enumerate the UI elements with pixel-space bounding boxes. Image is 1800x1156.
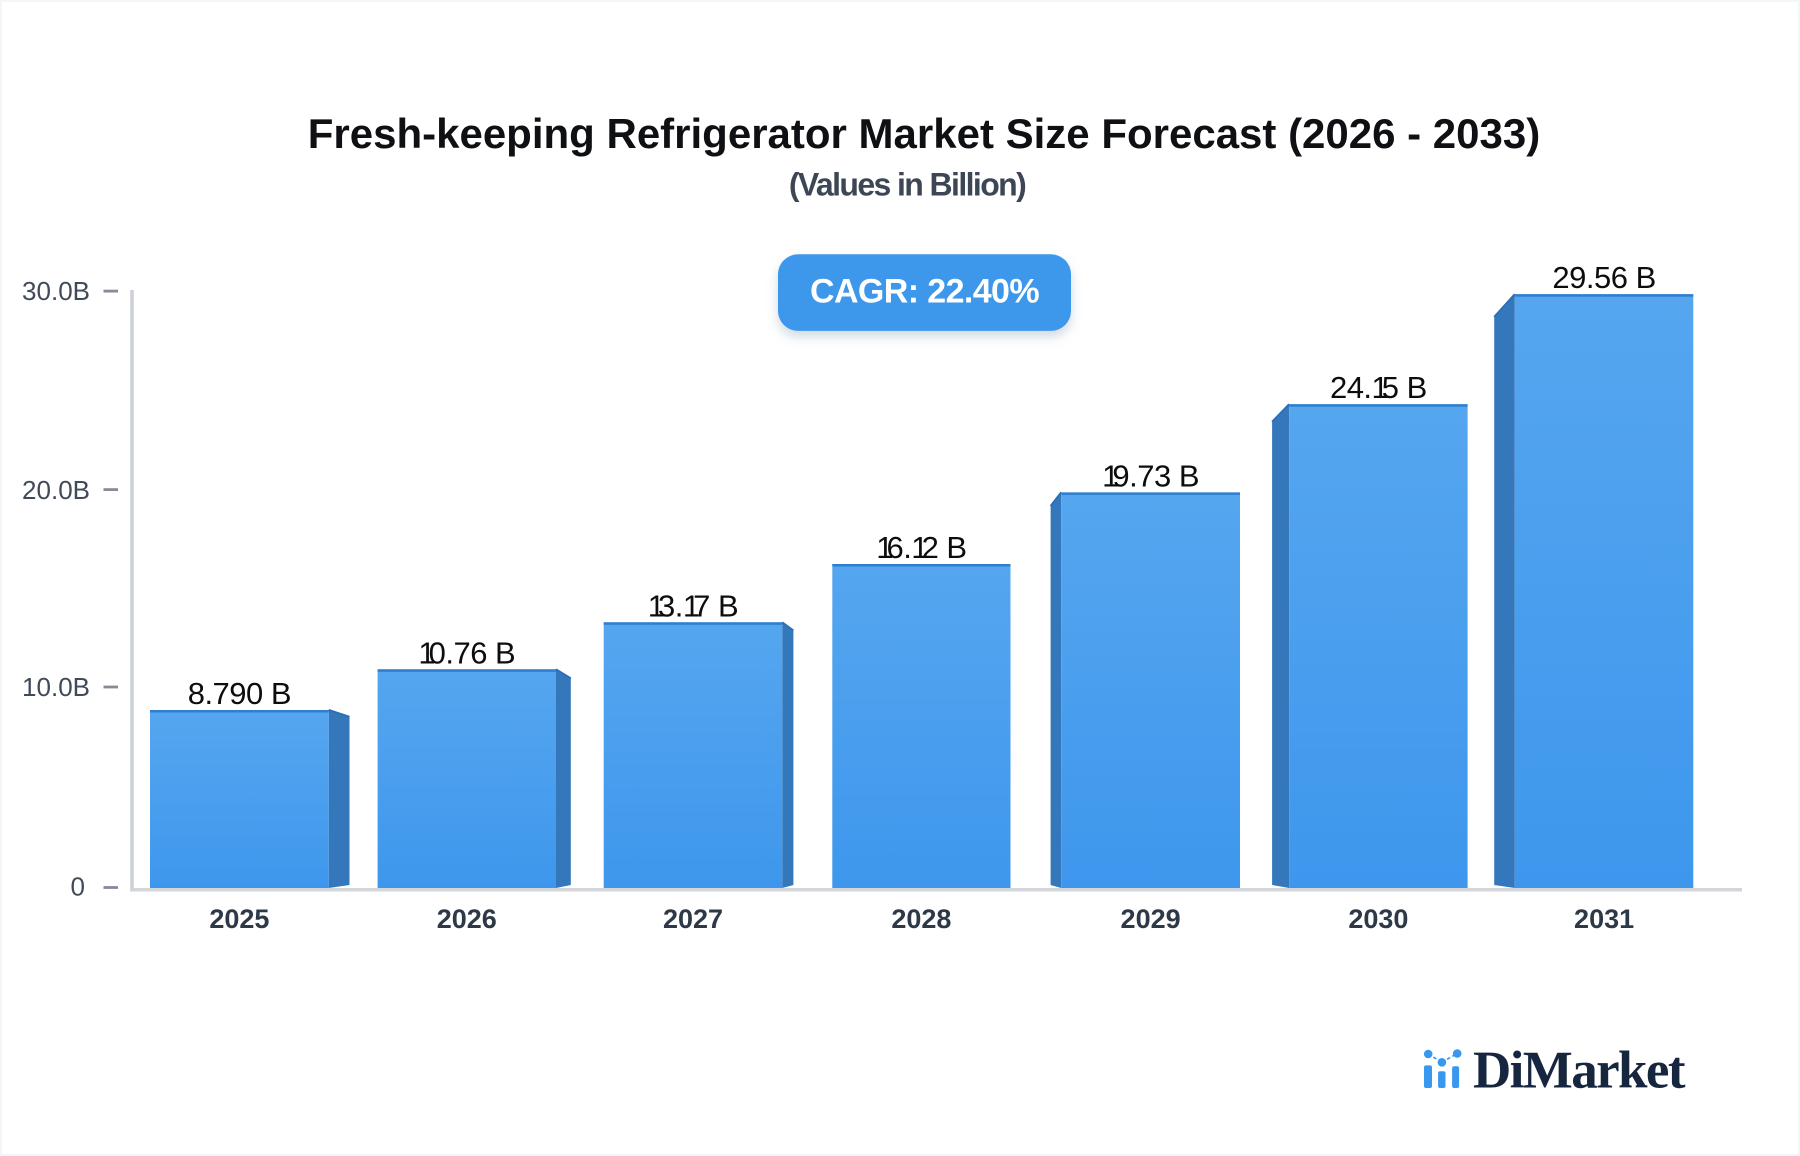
svg-text:24.15 B: 24.15 B [1330, 370, 1427, 405]
svg-text:DiMarket: DiMarket [1473, 1042, 1686, 1100]
svg-text:2030: 2030 [1348, 904, 1408, 934]
svg-text:19.73 B: 19.73 B [1102, 458, 1199, 493]
svg-text:2029: 2029 [1121, 904, 1181, 934]
svg-text:0: 0 [71, 872, 85, 902]
svg-text:2025: 2025 [209, 904, 269, 934]
svg-text:30.0B: 30.0B [22, 276, 90, 306]
svg-text:(Values in Billion): (Values in Billion) [789, 166, 1026, 202]
svg-text:13.17 B: 13.17 B [648, 588, 738, 623]
svg-text:16.12 B: 16.12 B [876, 530, 966, 565]
svg-text:2031: 2031 [1574, 904, 1634, 934]
svg-text:Fresh-keeping Refrigerator Mar: Fresh-keeping Refrigerator Market Size F… [308, 110, 1540, 157]
svg-text:10.76 B: 10.76 B [418, 635, 515, 670]
svg-text:2027: 2027 [663, 904, 723, 934]
svg-text:10.0B: 10.0B [22, 672, 90, 702]
svg-text:29.56 B: 29.56 B [1552, 260, 1655, 295]
svg-text:CAGR: 22.40%: CAGR: 22.40% [810, 272, 1039, 310]
svg-text:2028: 2028 [891, 904, 951, 934]
svg-text:8.790 B: 8.790 B [188, 676, 291, 711]
svg-text:20.0B: 20.0B [22, 475, 90, 505]
svg-text:2026: 2026 [437, 904, 497, 934]
